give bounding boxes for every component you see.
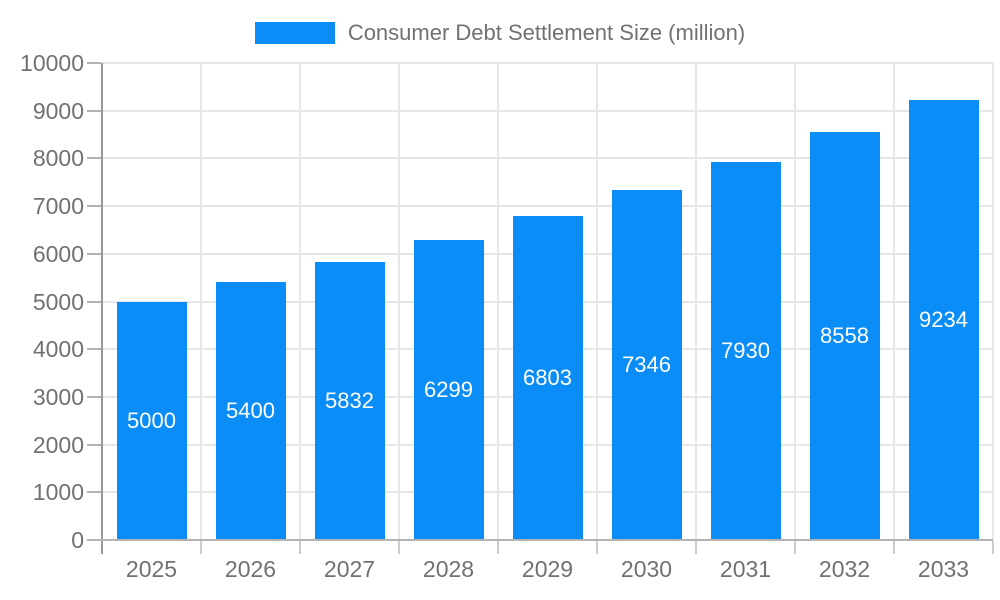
h-gridline — [102, 62, 993, 64]
x-axis-baseline — [95, 539, 993, 541]
y-axis-label: 1000 — [32, 479, 84, 506]
chart-legend: Consumer Debt Settlement Size (million) — [0, 20, 1000, 45]
h-gridline — [102, 157, 993, 160]
x-axis-tick — [992, 541, 994, 554]
y-axis-label: 3000 — [32, 383, 84, 410]
bar: 7930 — [710, 161, 781, 540]
v-gridline — [794, 63, 796, 540]
bar: 5832 — [314, 261, 385, 540]
v-gridline — [299, 63, 301, 540]
y-axis-label: 2000 — [32, 431, 84, 458]
bar-value-label: 5832 — [325, 387, 374, 413]
v-gridline — [893, 63, 895, 540]
y-axis-label: 6000 — [32, 240, 84, 267]
bar-value-label: 6299 — [424, 376, 473, 402]
x-axis-tick — [497, 541, 499, 554]
bar: 5400 — [215, 282, 286, 540]
x-axis-tick — [596, 541, 598, 554]
y-axis-label: 8000 — [32, 145, 84, 172]
x-axis-tick — [200, 541, 202, 554]
y-axis-label: 9000 — [32, 97, 84, 124]
y-axis-tick — [87, 205, 101, 208]
v-gridline — [992, 63, 994, 540]
v-gridline — [398, 63, 400, 540]
x-axis-tick — [893, 541, 895, 554]
y-axis-label: 0 — [71, 527, 84, 553]
bar: 5000 — [116, 301, 187, 540]
legend-swatch — [254, 22, 335, 44]
bar: 9234 — [908, 99, 979, 540]
y-axis-label: 4000 — [32, 336, 84, 363]
y-axis-tick — [87, 157, 101, 160]
bar-value-label: 9234 — [919, 306, 968, 332]
bar-value-label: 7930 — [721, 337, 770, 363]
y-axis-tick — [87, 252, 101, 255]
bar: 6299 — [413, 239, 484, 540]
x-axis-label: 2025 — [125, 556, 178, 582]
legend-label: Consumer Debt Settlement Size (million) — [347, 20, 746, 45]
v-gridline — [497, 63, 499, 540]
x-axis-label: 2029 — [521, 556, 574, 582]
x-axis-label: 2026 — [224, 556, 277, 582]
y-axis-tick — [87, 443, 101, 446]
x-axis-tick — [794, 541, 796, 554]
x-axis-tick — [398, 541, 400, 554]
y-axis-tick — [87, 395, 101, 398]
h-gridline — [102, 109, 993, 112]
y-axis-tick — [87, 348, 101, 351]
x-axis-label: 2033 — [917, 556, 970, 582]
y-axis-tick — [87, 300, 101, 303]
bar: 7346 — [611, 189, 682, 540]
x-axis-tick — [695, 541, 697, 554]
x-axis-label: 2032 — [818, 556, 871, 582]
y-axis-tick — [87, 62, 101, 64]
x-axis-label: 2031 — [719, 556, 772, 582]
bar-value-label: 6803 — [523, 364, 572, 390]
v-gridline — [695, 63, 697, 540]
bar: 6803 — [512, 215, 583, 540]
bar-value-label: 5400 — [226, 398, 275, 424]
x-axis-tick — [299, 541, 301, 554]
y-axis-tick — [87, 109, 101, 112]
bar-value-label: 5000 — [127, 407, 176, 433]
y-axis-label: 7000 — [32, 193, 84, 220]
x-axis-label: 2027 — [323, 556, 376, 582]
bar-value-label: 8558 — [820, 322, 869, 348]
h-gridline — [102, 205, 993, 208]
bar-value-label: 7346 — [622, 351, 671, 377]
v-gridline — [596, 63, 598, 540]
x-axis-label: 2030 — [620, 556, 673, 582]
y-axis-tick — [87, 539, 101, 541]
y-axis-label: 5000 — [32, 288, 84, 315]
y-axis-tick — [87, 491, 101, 494]
bar: 8558 — [809, 131, 880, 540]
y-axis-label: 10000 — [20, 50, 84, 76]
v-gridline — [200, 63, 202, 540]
y-axis-line — [101, 63, 103, 554]
plot-area: 5000 5400 5832 6299 6803 7346 7930 8558 9234 — [102, 62, 994, 540]
x-axis-label: 2028 — [422, 556, 475, 582]
